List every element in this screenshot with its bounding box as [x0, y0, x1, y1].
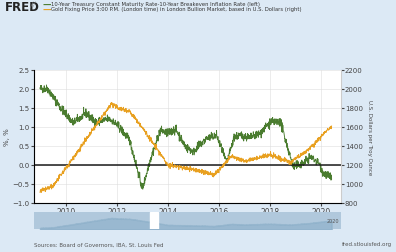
Y-axis label: U.S. Dollars per Troy Ounce: U.S. Dollars per Troy Ounce: [367, 99, 372, 174]
Text: 2020: 2020: [327, 218, 339, 223]
Text: —: —: [43, 6, 51, 15]
Text: Gold Fixing Price 3:00 P.M. (London time) in London Bullion Market, based in U.S: Gold Fixing Price 3:00 P.M. (London time…: [51, 7, 301, 12]
Text: ╱╱: ╱╱: [30, 2, 36, 9]
Text: fred.stlouisfed.org: fred.stlouisfed.org: [342, 241, 392, 246]
Text: —: —: [43, 1, 51, 10]
Bar: [150, 212, 158, 229]
Text: Sources: Board of Governors, IBA, St. Louis Fed: Sources: Board of Governors, IBA, St. Lo…: [34, 241, 163, 246]
Text: 10-Year Treasury Constant Maturity Rate-10-Year Breakeven Inflation Rate (left): 10-Year Treasury Constant Maturity Rate-…: [51, 2, 260, 7]
Y-axis label: %, %: %, %: [4, 128, 10, 146]
Text: FRED: FRED: [5, 1, 40, 14]
